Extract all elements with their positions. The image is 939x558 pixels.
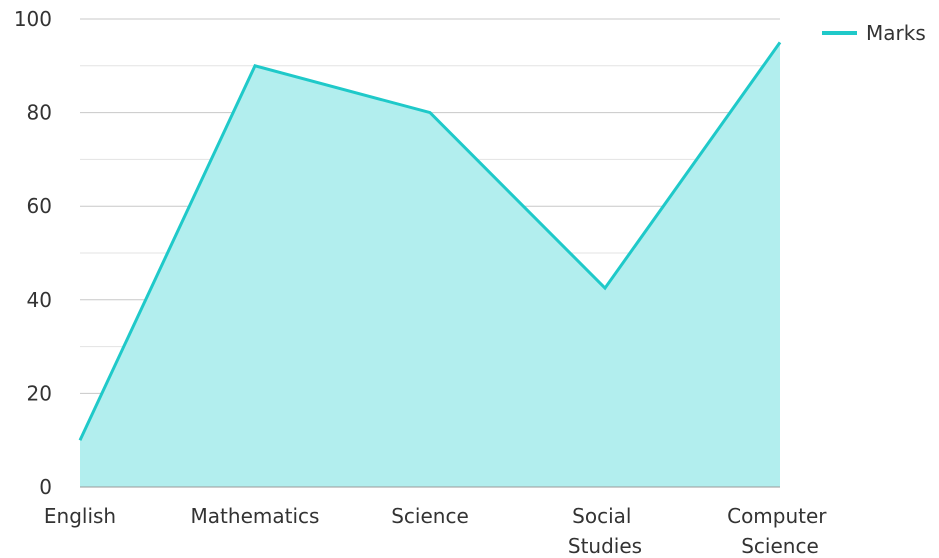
x-tick-label: Social Studies [568,504,642,558]
x-tick-label: English [44,504,116,528]
x-tick-label: Mathematics [191,504,320,528]
x-tick-label: Computer Science [727,504,833,558]
y-tick-label: 60 [27,194,52,218]
legend-label: Marks [866,21,926,45]
x-tick-label: Science [391,504,469,528]
y-tick-label: 100 [14,7,52,31]
y-tick-label: 80 [27,101,52,125]
area-fill [80,42,780,488]
y-tick-label: 0 [39,475,52,499]
y-tick-label: 40 [27,288,52,312]
area-line [78,41,782,441]
y-tick-label: 20 [27,381,52,405]
